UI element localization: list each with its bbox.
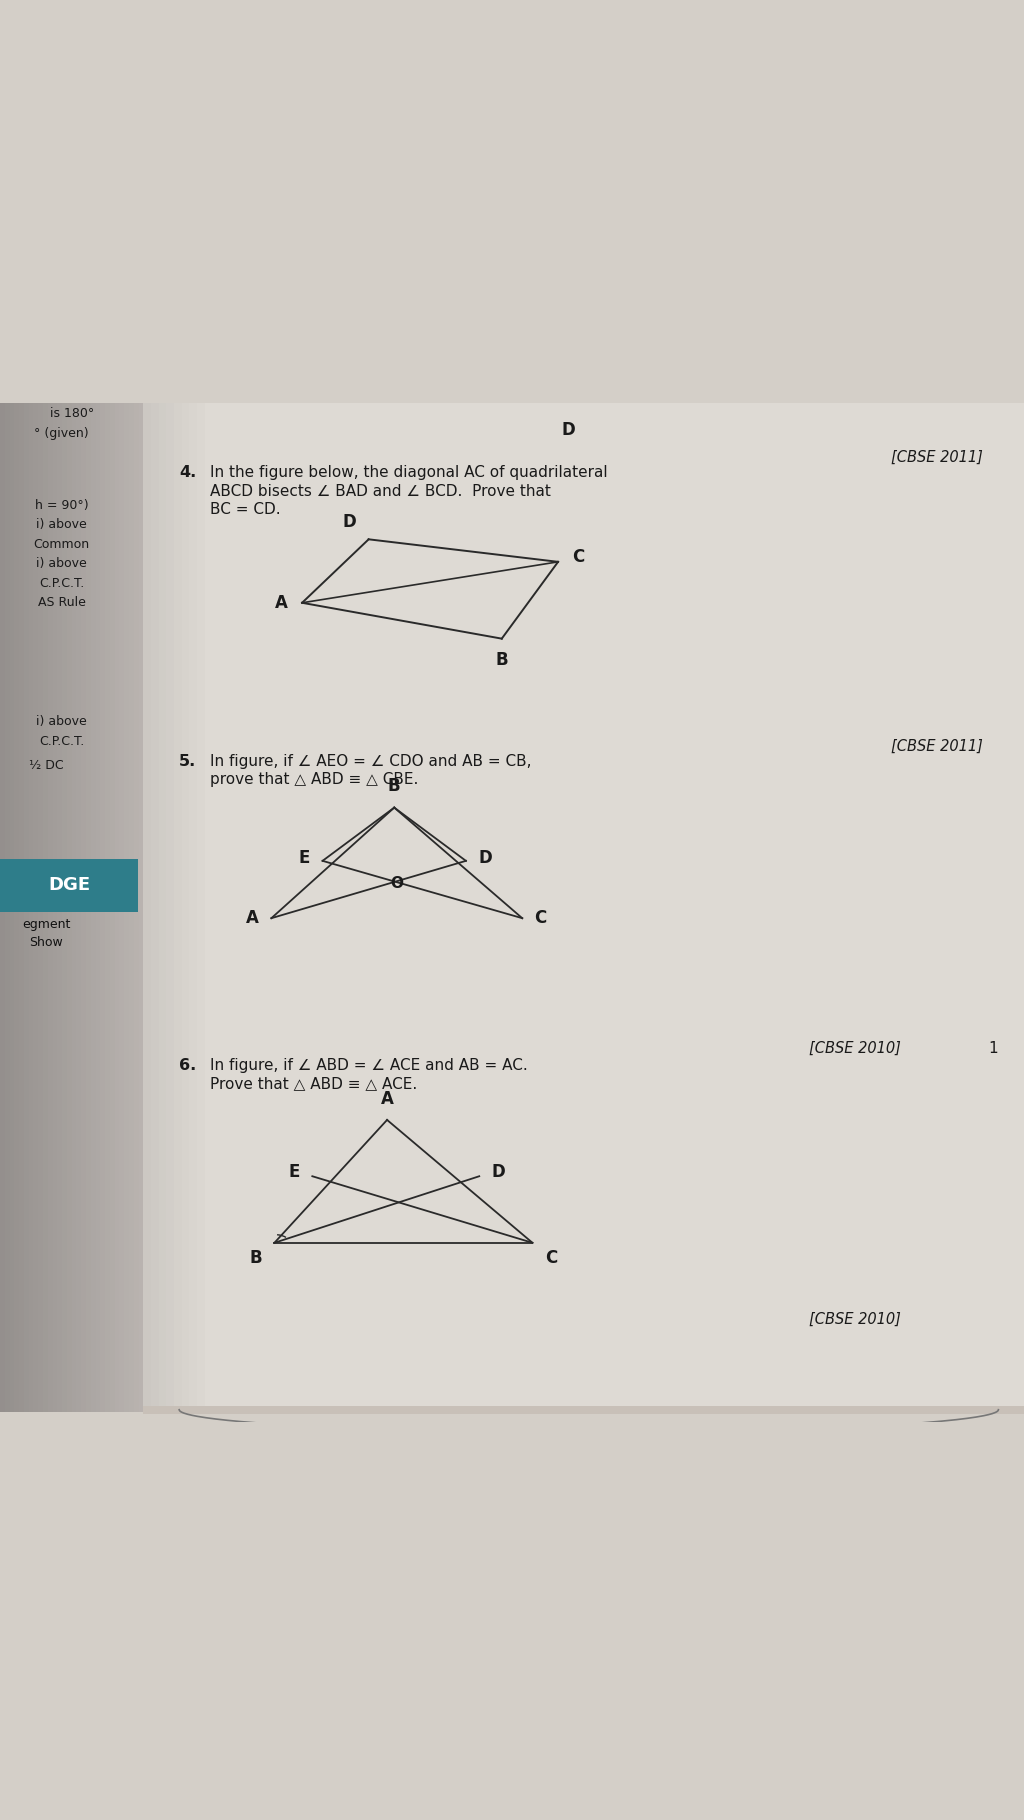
- Bar: [174, 402, 182, 1412]
- Bar: [197, 402, 205, 1412]
- Text: C.P.C.T.: C.P.C.T.: [39, 577, 84, 590]
- Text: egment: egment: [22, 917, 71, 930]
- Text: 6.: 6.: [179, 1057, 197, 1074]
- Bar: [124, 402, 129, 1412]
- Bar: [100, 402, 105, 1412]
- Bar: [5, 402, 9, 1412]
- Bar: [189, 402, 197, 1412]
- Bar: [86, 402, 91, 1412]
- Text: C.P.C.T.: C.P.C.T.: [39, 735, 84, 748]
- Bar: [34, 402, 38, 1412]
- Text: D: D: [343, 513, 356, 531]
- Text: [CBSE 2010]: [CBSE 2010]: [809, 1041, 901, 1056]
- Bar: [182, 402, 189, 1412]
- Bar: [143, 402, 152, 1412]
- Text: A: A: [381, 1090, 393, 1108]
- Bar: [115, 402, 120, 1412]
- Bar: [105, 402, 110, 1412]
- Bar: [77, 402, 81, 1412]
- Text: E: E: [299, 848, 310, 866]
- Text: DGE: DGE: [48, 877, 90, 894]
- Bar: [134, 402, 138, 1412]
- Bar: [120, 402, 124, 1412]
- Text: Prove that △ ABD ≡ △ ACE.: Prove that △ ABD ≡ △ ACE.: [210, 1077, 417, 1092]
- Text: is 180°: is 180°: [49, 408, 94, 420]
- Text: BC = CD.: BC = CD.: [210, 502, 281, 517]
- Text: C: C: [545, 1249, 557, 1267]
- Bar: [95, 402, 100, 1412]
- Bar: [159, 402, 167, 1412]
- Bar: [9, 402, 14, 1412]
- Bar: [138, 402, 143, 1412]
- Bar: [91, 402, 95, 1412]
- Bar: [67, 402, 72, 1412]
- Bar: [14, 402, 19, 1412]
- Text: AS Rule: AS Rule: [38, 597, 85, 610]
- Text: i) above: i) above: [36, 519, 87, 531]
- Bar: [0, 859, 138, 912]
- Text: 5.: 5.: [179, 753, 197, 770]
- Text: B: B: [250, 1249, 262, 1267]
- Bar: [110, 402, 115, 1412]
- Bar: [48, 402, 52, 1412]
- Bar: [143, 1405, 1024, 1414]
- Text: ABCD bisects ∠ BAD and ∠ BCD.  Prove that: ABCD bisects ∠ BAD and ∠ BCD. Prove that: [210, 484, 551, 499]
- Text: In figure, if ∠ AEO = ∠ CDO and AB = CB,: In figure, if ∠ AEO = ∠ CDO and AB = CB,: [210, 753, 531, 770]
- Text: i) above: i) above: [36, 557, 87, 570]
- Text: [CBSE 2011]: [CBSE 2011]: [891, 739, 983, 753]
- Bar: [52, 402, 57, 1412]
- Text: 1: 1: [989, 1041, 998, 1056]
- Text: ½ DC: ½ DC: [29, 759, 63, 772]
- Bar: [166, 402, 174, 1412]
- Text: Show: Show: [30, 935, 62, 950]
- Bar: [29, 402, 34, 1412]
- Text: prove that △ ABD ≡ △ CBE.: prove that △ ABD ≡ △ CBE.: [210, 772, 418, 788]
- Bar: [129, 402, 134, 1412]
- Text: [CBSE 2011]: [CBSE 2011]: [891, 450, 983, 464]
- Text: ° (given): ° (given): [34, 428, 89, 440]
- Text: C: C: [572, 548, 585, 566]
- Text: h = 90°): h = 90°): [35, 499, 88, 511]
- Text: i) above: i) above: [36, 715, 87, 728]
- Bar: [0, 402, 5, 1412]
- Text: 4.: 4.: [179, 466, 197, 480]
- Bar: [81, 402, 86, 1412]
- Text: A: A: [246, 910, 259, 926]
- Bar: [62, 402, 67, 1412]
- Text: [CBSE 2010]: [CBSE 2010]: [809, 1312, 901, 1327]
- Text: Common: Common: [34, 539, 89, 551]
- Text: E: E: [289, 1163, 300, 1181]
- Text: B: B: [388, 777, 400, 795]
- Text: D: D: [492, 1163, 505, 1181]
- Bar: [72, 402, 77, 1412]
- Text: A: A: [274, 593, 288, 612]
- Bar: [57, 402, 62, 1412]
- Text: D: D: [561, 420, 575, 439]
- Text: O: O: [390, 875, 402, 892]
- Bar: [19, 402, 24, 1412]
- Text: D: D: [478, 848, 492, 866]
- Text: B: B: [496, 652, 508, 670]
- Bar: [143, 402, 1024, 1412]
- Bar: [152, 402, 159, 1412]
- Text: In the figure below, the diagonal AC of quadrilateral: In the figure below, the diagonal AC of …: [210, 466, 607, 480]
- Bar: [43, 402, 48, 1412]
- Text: C: C: [535, 910, 547, 926]
- Text: In figure, if ∠ ABD = ∠ ACE and AB = AC.: In figure, if ∠ ABD = ∠ ACE and AB = AC.: [210, 1057, 527, 1074]
- Bar: [38, 402, 43, 1412]
- Bar: [24, 402, 29, 1412]
